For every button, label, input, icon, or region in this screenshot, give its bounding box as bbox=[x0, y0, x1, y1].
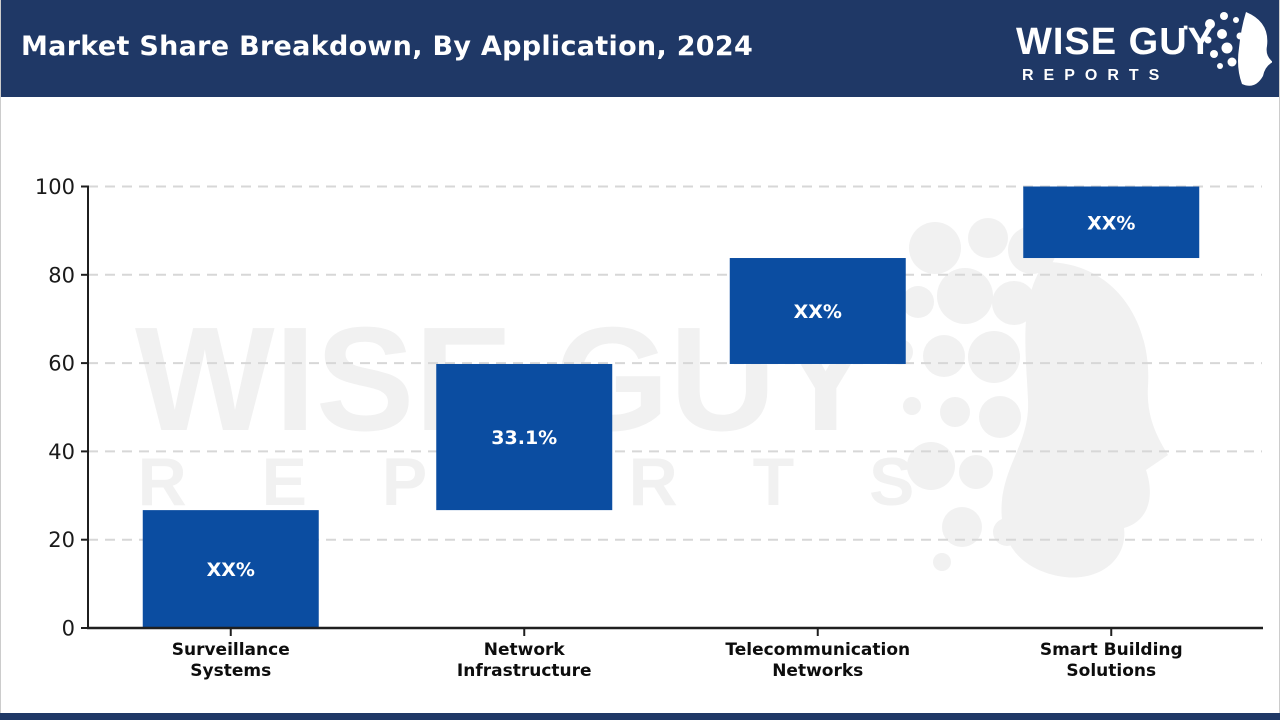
bar-value-label: XX% bbox=[794, 301, 842, 323]
y-tick-label: 40 bbox=[48, 440, 75, 464]
y-tick-label: 20 bbox=[48, 528, 75, 552]
x-category-label: Network Infrastructure bbox=[457, 640, 592, 681]
bar-segment bbox=[436, 363, 613, 511]
x-category-label: Surveillance Systems bbox=[172, 640, 290, 681]
bar-segment bbox=[729, 258, 906, 364]
y-tick-label: 60 bbox=[48, 352, 75, 376]
y-tick-label: 80 bbox=[48, 263, 75, 287]
x-category-label: Smart Building Solutions bbox=[1040, 640, 1183, 681]
wiseguy-logo: WISE GUY REPORTS · bbox=[1014, 6, 1273, 92]
logo-subtext: REPORTS bbox=[1022, 67, 1169, 84]
bar-segment bbox=[1023, 186, 1200, 259]
bar-value-label: XX% bbox=[207, 559, 255, 581]
y-tick-label: 0 bbox=[62, 617, 75, 641]
bar-segment bbox=[142, 510, 319, 628]
footer-bar bbox=[0, 713, 1280, 720]
y-tick-label: 100 bbox=[35, 175, 75, 199]
logo-y-dotted: · bbox=[1182, 12, 1191, 42]
watermark-face-icon bbox=[887, 218, 1168, 578]
bar-value-label: 33.1% bbox=[491, 427, 557, 449]
logo-face-icon: · bbox=[1182, 12, 1273, 86]
bar-value-label: XX% bbox=[1087, 212, 1135, 234]
x-category-label: Telecommunication Networks bbox=[725, 640, 910, 681]
logo-wordmark: WISE GUY bbox=[1016, 21, 1214, 63]
header-bar: Market Share Breakdown, By Application, … bbox=[0, 0, 1280, 97]
chart-title: Market Share Breakdown, By Application, … bbox=[21, 31, 754, 62]
